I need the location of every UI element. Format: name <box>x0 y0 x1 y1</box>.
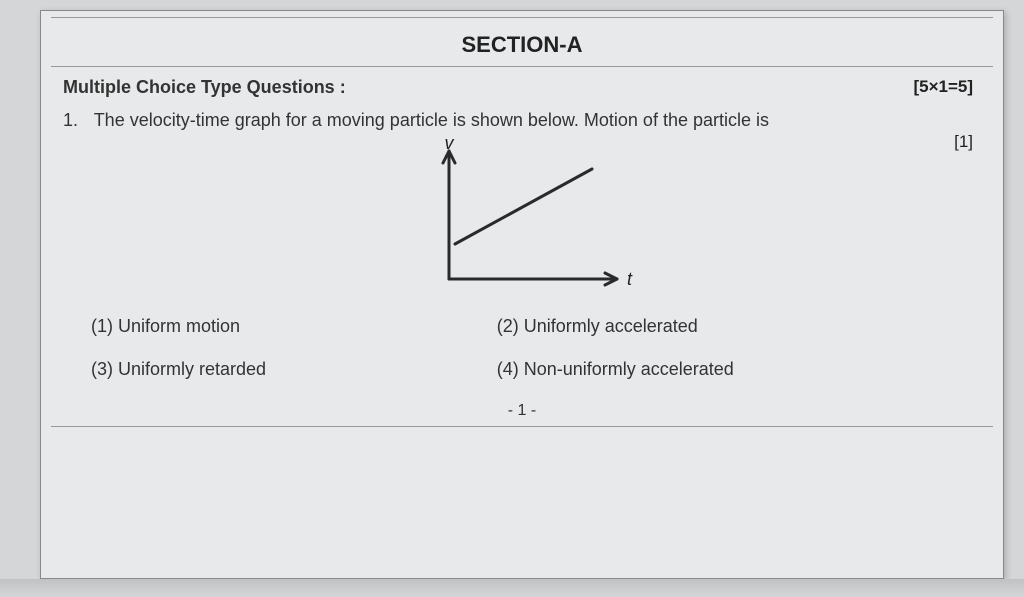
mcq-heading: Multiple Choice Type Questions : [5×1=5] <box>41 67 1003 102</box>
y-axis-label: v <box>445 139 455 153</box>
section-title: SECTION-A <box>51 18 993 67</box>
options-row-2: (3) Uniformly retarded (4) Non-uniformly… <box>91 359 973 380</box>
option-2: (2) Uniformly accelerated <box>497 316 938 337</box>
option-1: (1) Uniform motion <box>91 316 497 337</box>
mcq-heading-text: Multiple Choice Type Questions : <box>63 77 346 97</box>
exam-page: SECTION-A Multiple Choice Type Questions… <box>40 10 1004 579</box>
vt-graph-svg: v t <box>407 139 637 299</box>
question-mark: [1] <box>954 132 973 152</box>
question-1: 1. The velocity-time graph for a moving … <box>41 102 1003 131</box>
option-3: (3) Uniformly retarded <box>91 359 497 380</box>
page-shadow <box>0 579 1024 597</box>
option-4: (4) Non-uniformly accelerated <box>497 359 938 380</box>
x-axis-label: t <box>627 269 633 289</box>
vt-graph: v t <box>41 139 1003 304</box>
options-row-1: (1) Uniform motion (2) Uniformly acceler… <box>91 316 973 337</box>
velocity-line <box>455 169 592 244</box>
page-number: - 1 - <box>41 402 1003 420</box>
options-block: (1) Uniform motion (2) Uniformly acceler… <box>41 310 1003 380</box>
question-text: The velocity-time graph for a moving par… <box>94 110 769 130</box>
bottom-rule <box>51 426 993 427</box>
question-number: 1. <box>63 110 89 131</box>
section-marks: [5×1=5] <box>913 77 973 97</box>
